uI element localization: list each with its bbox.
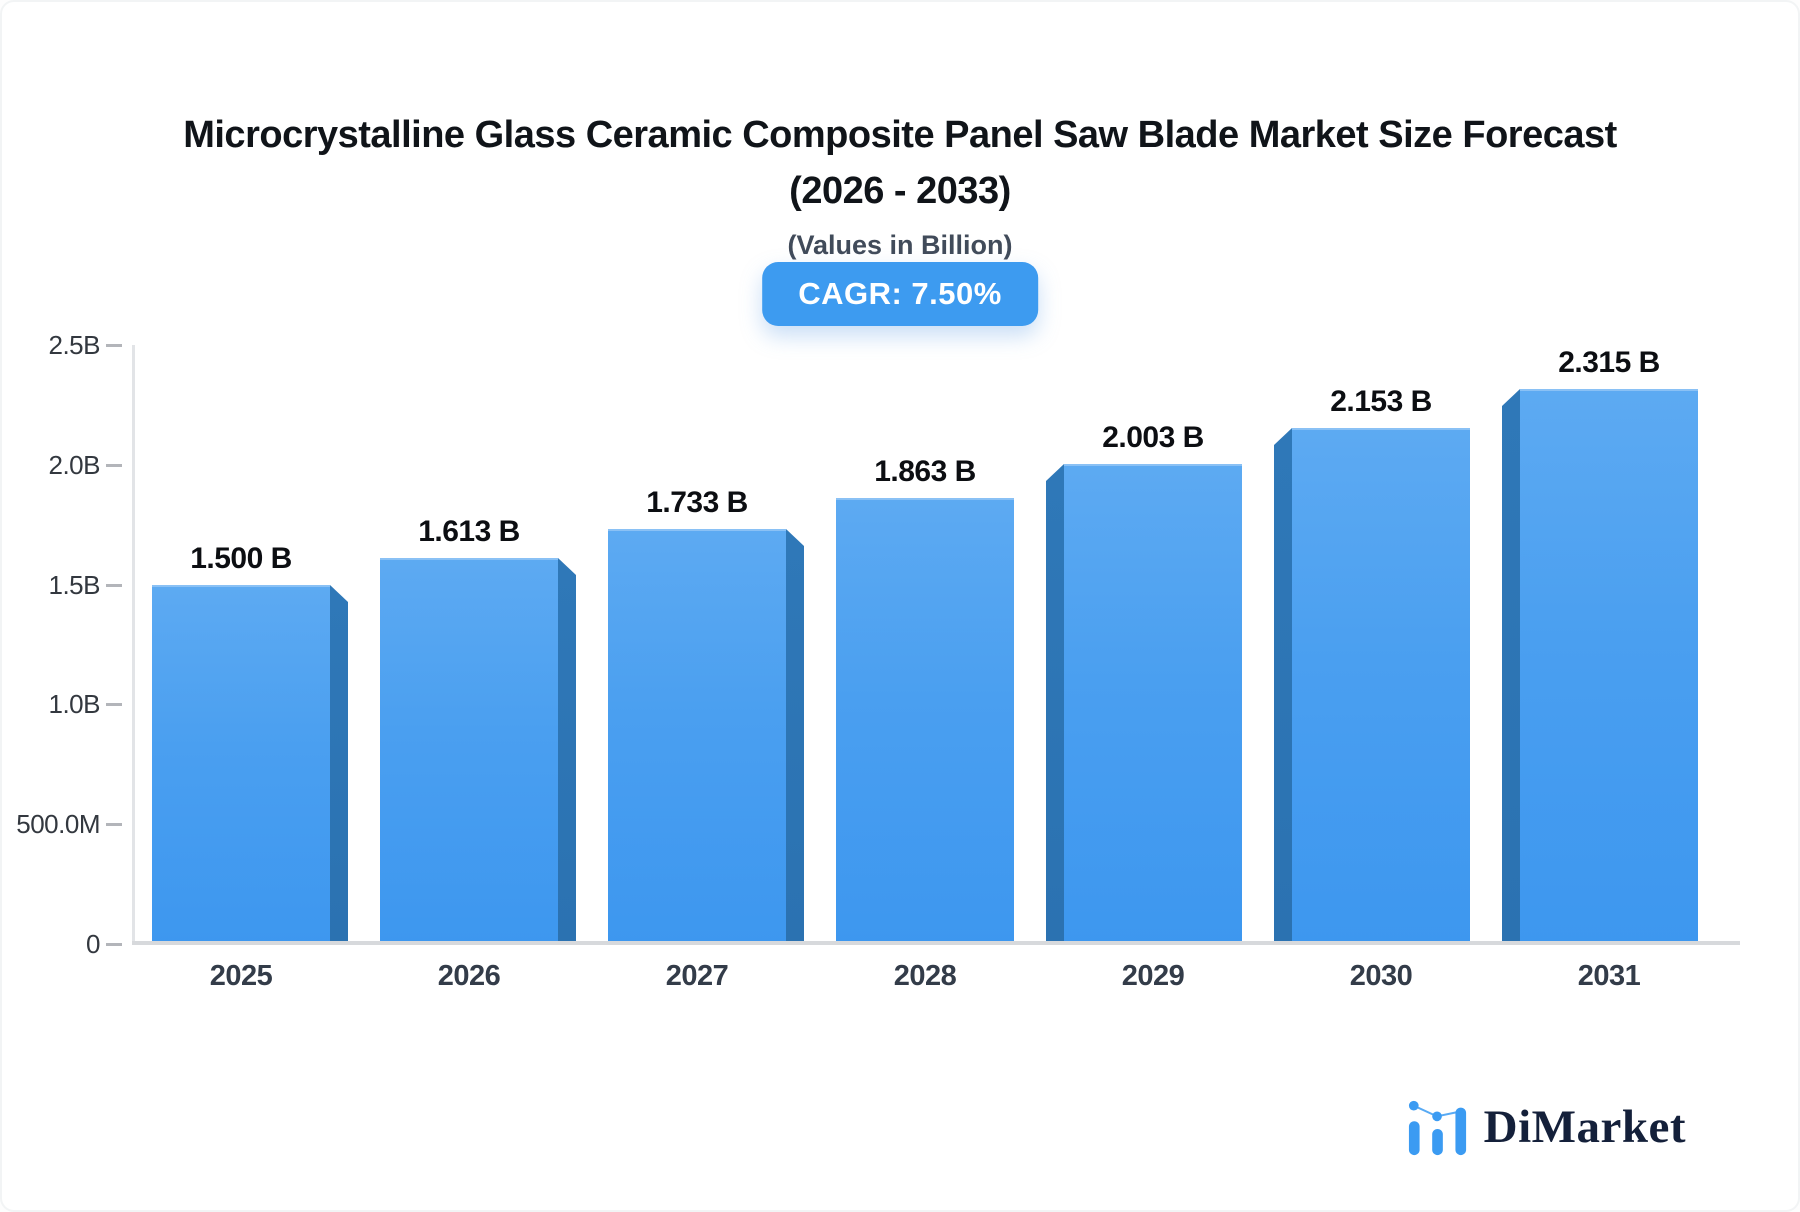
bar-side — [1502, 389, 1520, 944]
y-axis-tick — [106, 823, 122, 826]
y-axis-label: 0 — [86, 929, 100, 959]
y-axis-line — [132, 345, 135, 944]
chart-subtitle: (Values in Billion) — [787, 230, 1013, 260]
y-axis-label: 1.0B — [48, 689, 101, 719]
y-axis-tick — [106, 584, 122, 587]
bar-side — [330, 585, 348, 944]
x-axis-label: 2026 — [437, 960, 501, 992]
page-title-line1: Microcrystalline Glass Ceramic Composite… — [183, 114, 1617, 156]
y-axis-label: 1.5B — [48, 570, 101, 600]
x-axis-label: 2029 — [1121, 960, 1185, 992]
y-axis-tick — [106, 464, 122, 467]
x-axis-label: 2030 — [1349, 960, 1413, 992]
bar-face — [152, 585, 330, 944]
bar-face — [380, 558, 558, 944]
bar-value-label: 1.613 B — [418, 515, 520, 548]
bar-face — [1292, 428, 1470, 944]
x-axis-label: 2031 — [1577, 960, 1641, 992]
y-axis-tick — [106, 703, 122, 706]
bar-face — [608, 529, 786, 944]
y-axis-tick — [106, 344, 122, 347]
y-axis-label: 500.0M — [16, 809, 100, 839]
bar-value-label: 1.733 B — [646, 486, 748, 519]
y-axis-label: 2.0B — [48, 450, 101, 480]
y-axis-label: 2.5B — [48, 330, 101, 360]
bar-value-label: 1.500 B — [190, 542, 292, 575]
bar-value-label: 2.003 B — [1102, 421, 1204, 454]
bar-face — [1064, 464, 1242, 944]
x-axis-label: 2025 — [209, 960, 273, 992]
bar-value-label: 2.315 B — [1558, 346, 1660, 379]
bar-side — [1046, 464, 1064, 944]
cagr-badge: CAGR: 7.50% — [762, 262, 1038, 326]
x-axis-baseline — [132, 941, 1740, 945]
bar-value-label: 2.153 B — [1330, 385, 1432, 418]
bar-side — [1274, 428, 1292, 944]
bar-value-label: 1.863 B — [874, 455, 976, 488]
brand-name: DiMarket — [1483, 1101, 1686, 1153]
page-title-line2: (2026 - 2033) — [789, 170, 1011, 212]
bar-side — [558, 558, 576, 944]
bar-face — [1520, 389, 1698, 944]
brand-logo[interactable]: DiMarket — [1407, 1096, 1686, 1158]
x-axis-label: 2027 — [665, 960, 729, 992]
x-axis-label: 2028 — [893, 960, 957, 992]
y-axis-tick — [106, 943, 122, 946]
bar-face — [836, 498, 1014, 944]
bar-chart-logo-icon — [1407, 1098, 1469, 1156]
bar-side — [786, 529, 804, 944]
